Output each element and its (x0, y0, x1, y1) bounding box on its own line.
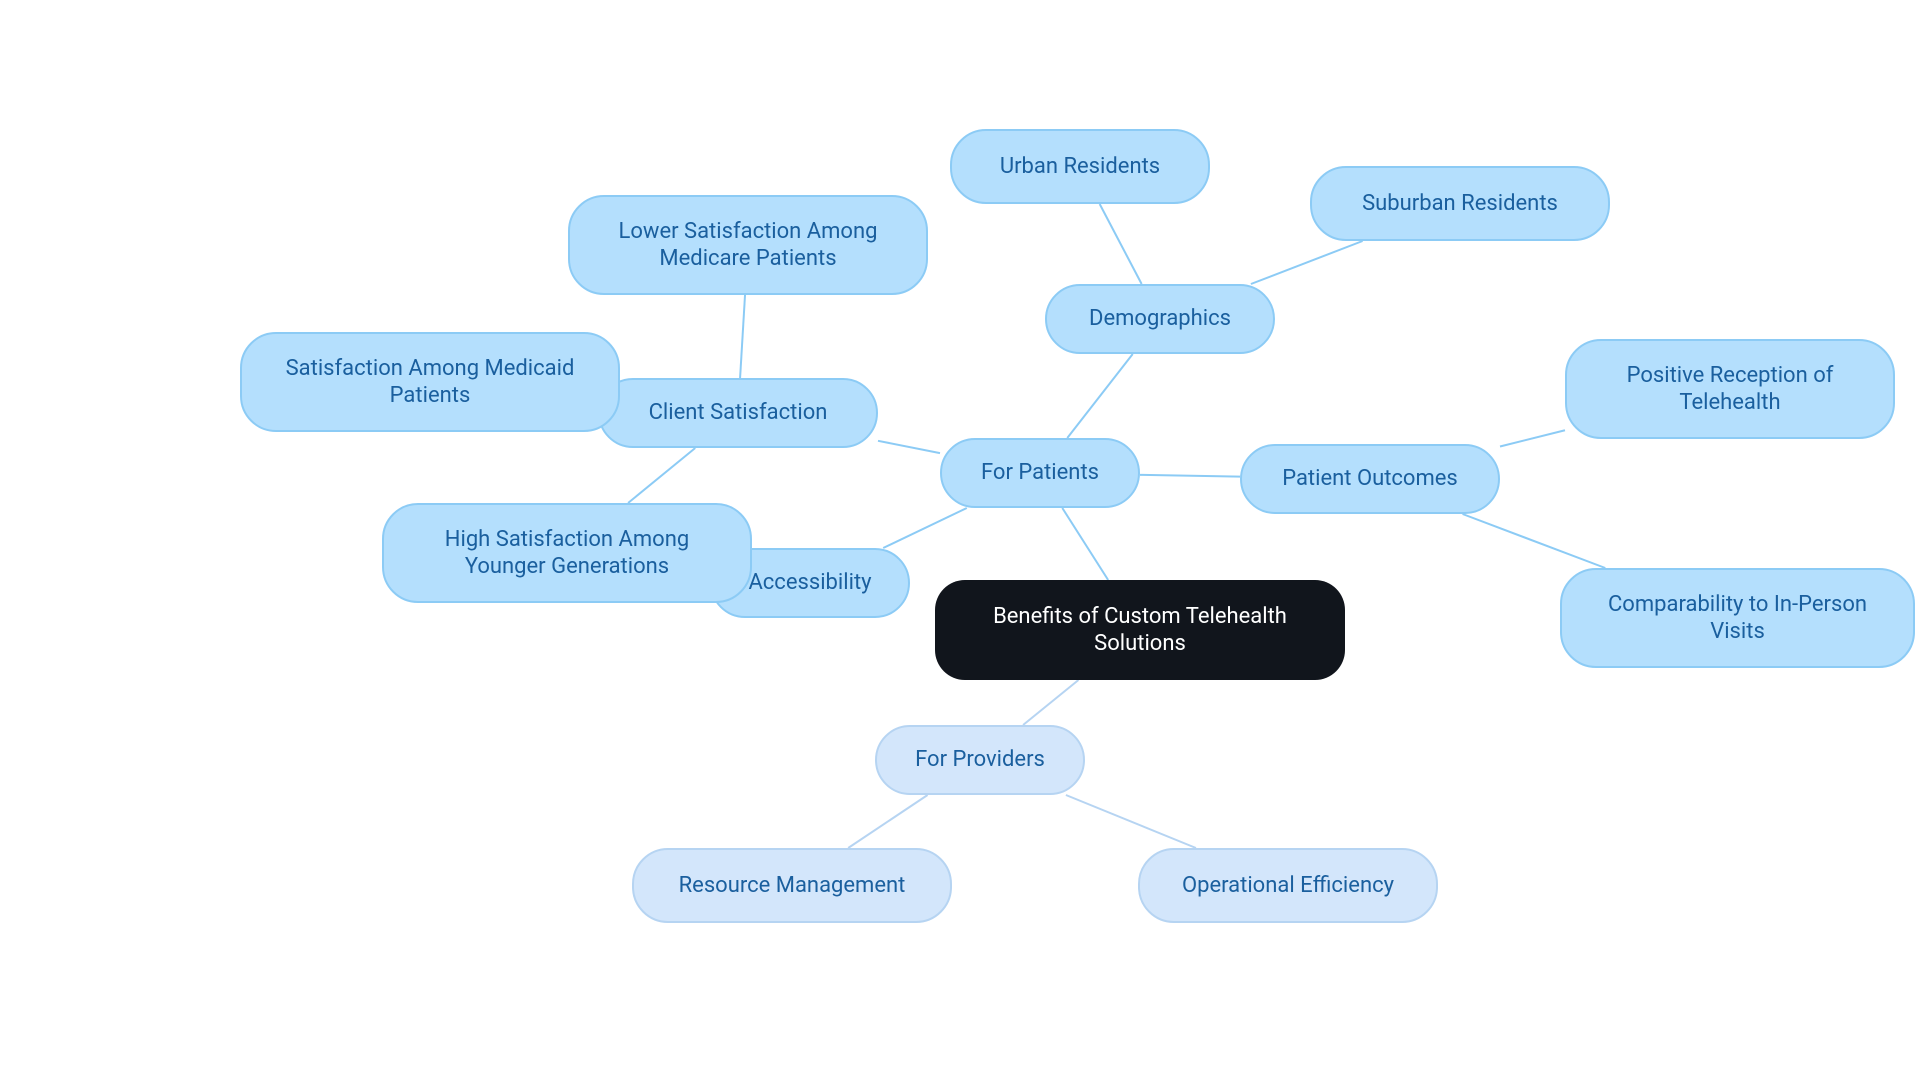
node-label: Lower Satisfaction Among Medicare Patien… (594, 218, 902, 273)
edge (740, 295, 745, 378)
node-label: For Providers (915, 746, 1045, 774)
edge (1251, 241, 1363, 284)
node-label: Urban Residents (1000, 153, 1160, 181)
edge (1463, 514, 1606, 568)
edge (628, 448, 695, 503)
node-outcomes: Patient Outcomes (1240, 444, 1500, 514)
node-label: Demographics (1089, 305, 1231, 333)
node-resource: Resource Management (632, 848, 952, 923)
edge (1066, 795, 1196, 848)
node-label: Resource Management (679, 872, 906, 900)
edge (1140, 475, 1240, 477)
edge (1067, 354, 1132, 438)
node-providers: For Providers (875, 725, 1085, 795)
edge (883, 508, 967, 548)
node-suburban: Suburban Residents (1310, 166, 1610, 241)
node-urban: Urban Residents (950, 129, 1210, 204)
node-positive: Positive Reception of Telehealth (1565, 339, 1895, 439)
node-label: Patient Outcomes (1282, 465, 1458, 493)
node-clientsat: Client Satisfaction (598, 378, 878, 448)
node-label: For Patients (981, 459, 1099, 487)
edge (1023, 680, 1078, 725)
node-medicaid: Satisfaction Among Medicaid Patients (240, 332, 620, 432)
node-root: Benefits of Custom Telehealth Solutions (935, 580, 1345, 680)
diagram-canvas: Benefits of Custom Telehealth Solutions F… (0, 0, 1920, 1083)
node-label: Positive Reception of Telehealth (1591, 362, 1869, 417)
node-label: Accessibility (748, 569, 871, 597)
node-younger: High Satisfaction Among Younger Generati… (382, 503, 752, 603)
node-label: Suburban Residents (1362, 190, 1558, 218)
edge (848, 795, 927, 848)
node-label: Benefits of Custom Telehealth Solutions (959, 603, 1321, 658)
node-compare: Comparability to In-Person Visits (1560, 568, 1915, 668)
edge (1062, 508, 1108, 580)
edge (1500, 430, 1565, 446)
node-patients: For Patients (940, 438, 1140, 508)
node-opeff: Operational Efficiency (1138, 848, 1438, 923)
edge (878, 441, 940, 453)
node-label: Comparability to In-Person Visits (1586, 591, 1889, 646)
node-label: Satisfaction Among Medicaid Patients (266, 355, 594, 410)
node-label: Client Satisfaction (649, 399, 828, 427)
node-label: Operational Efficiency (1182, 872, 1394, 900)
node-label: High Satisfaction Among Younger Generati… (408, 526, 726, 581)
node-demo: Demographics (1045, 284, 1275, 354)
edge (1100, 204, 1142, 284)
node-lower: Lower Satisfaction Among Medicare Patien… (568, 195, 928, 295)
